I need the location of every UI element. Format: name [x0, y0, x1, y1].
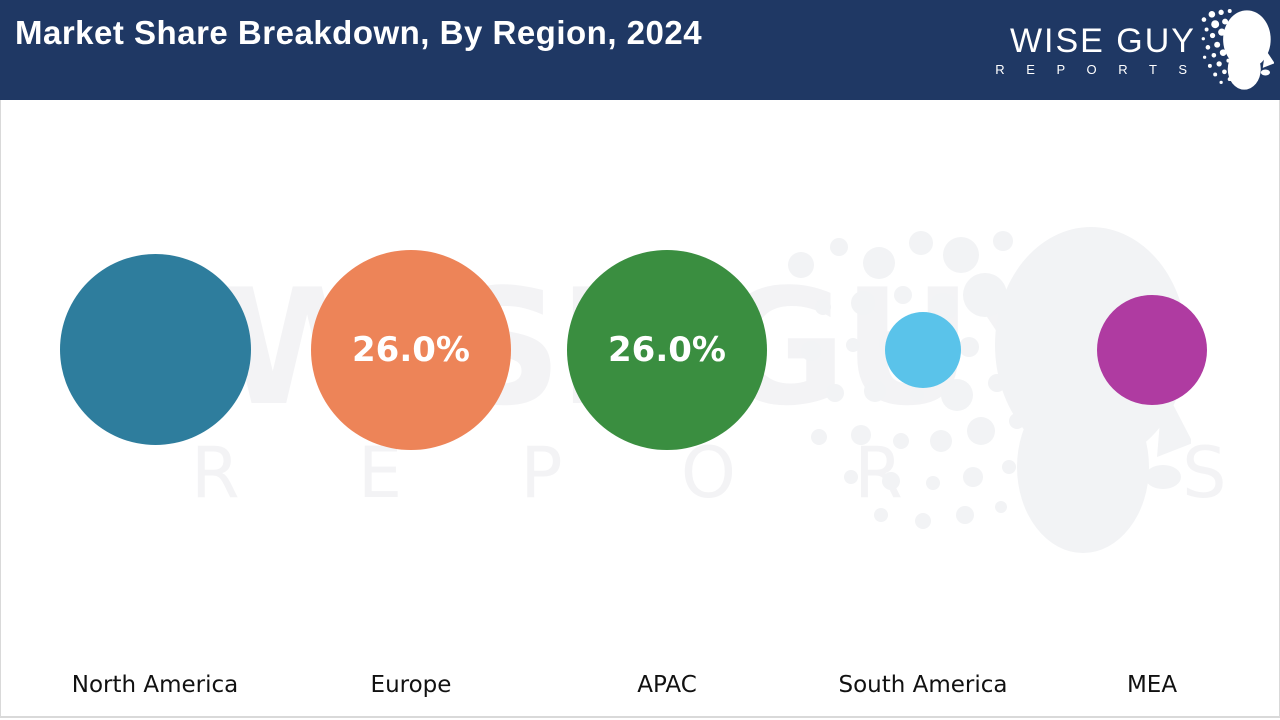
logo-text: WISE GUY R E P O R T S [991, 24, 1196, 77]
wiseguy-logo: WISE GUY R E P O R T S [991, 0, 1274, 100]
bubble-south-america [885, 312, 961, 388]
chart-area: WISE GUY R E P O R T S [0, 100, 1280, 718]
category-label-north-america: North America [71, 672, 239, 698]
bubble-apac: 26.0% [567, 250, 767, 450]
bubble-value-label: 26.0% [352, 330, 470, 370]
bubble-value-label: 26.0% [608, 330, 726, 370]
logo-subtitle: R E P O R T S [995, 61, 1196, 77]
bubble-area: 26.0% 26.0% [1, 100, 1279, 716]
category-labels: North America Europe APAC South America MEA [1, 100, 1279, 716]
wiseguy-face-icon [1201, 9, 1274, 90]
header-bar: Market Share Breakdown, By Region, 2024 … [0, 0, 1280, 100]
watermark-face-icon [788, 227, 1191, 553]
logo-wordmark: WISE GUY [1009, 21, 1196, 60]
category-label-europe: Europe [370, 672, 452, 698]
category-label-apac: APAC [637, 672, 697, 698]
category-label-mea: MEA [1126, 672, 1178, 698]
bubble-north-america [59, 253, 251, 445]
category-label-south-america: South America [838, 672, 1008, 698]
bubble-mea [1097, 295, 1207, 405]
bubble-europe: 26.0% [311, 250, 511, 450]
page-title: Market Share Breakdown, By Region, 2024 [15, 14, 703, 51]
